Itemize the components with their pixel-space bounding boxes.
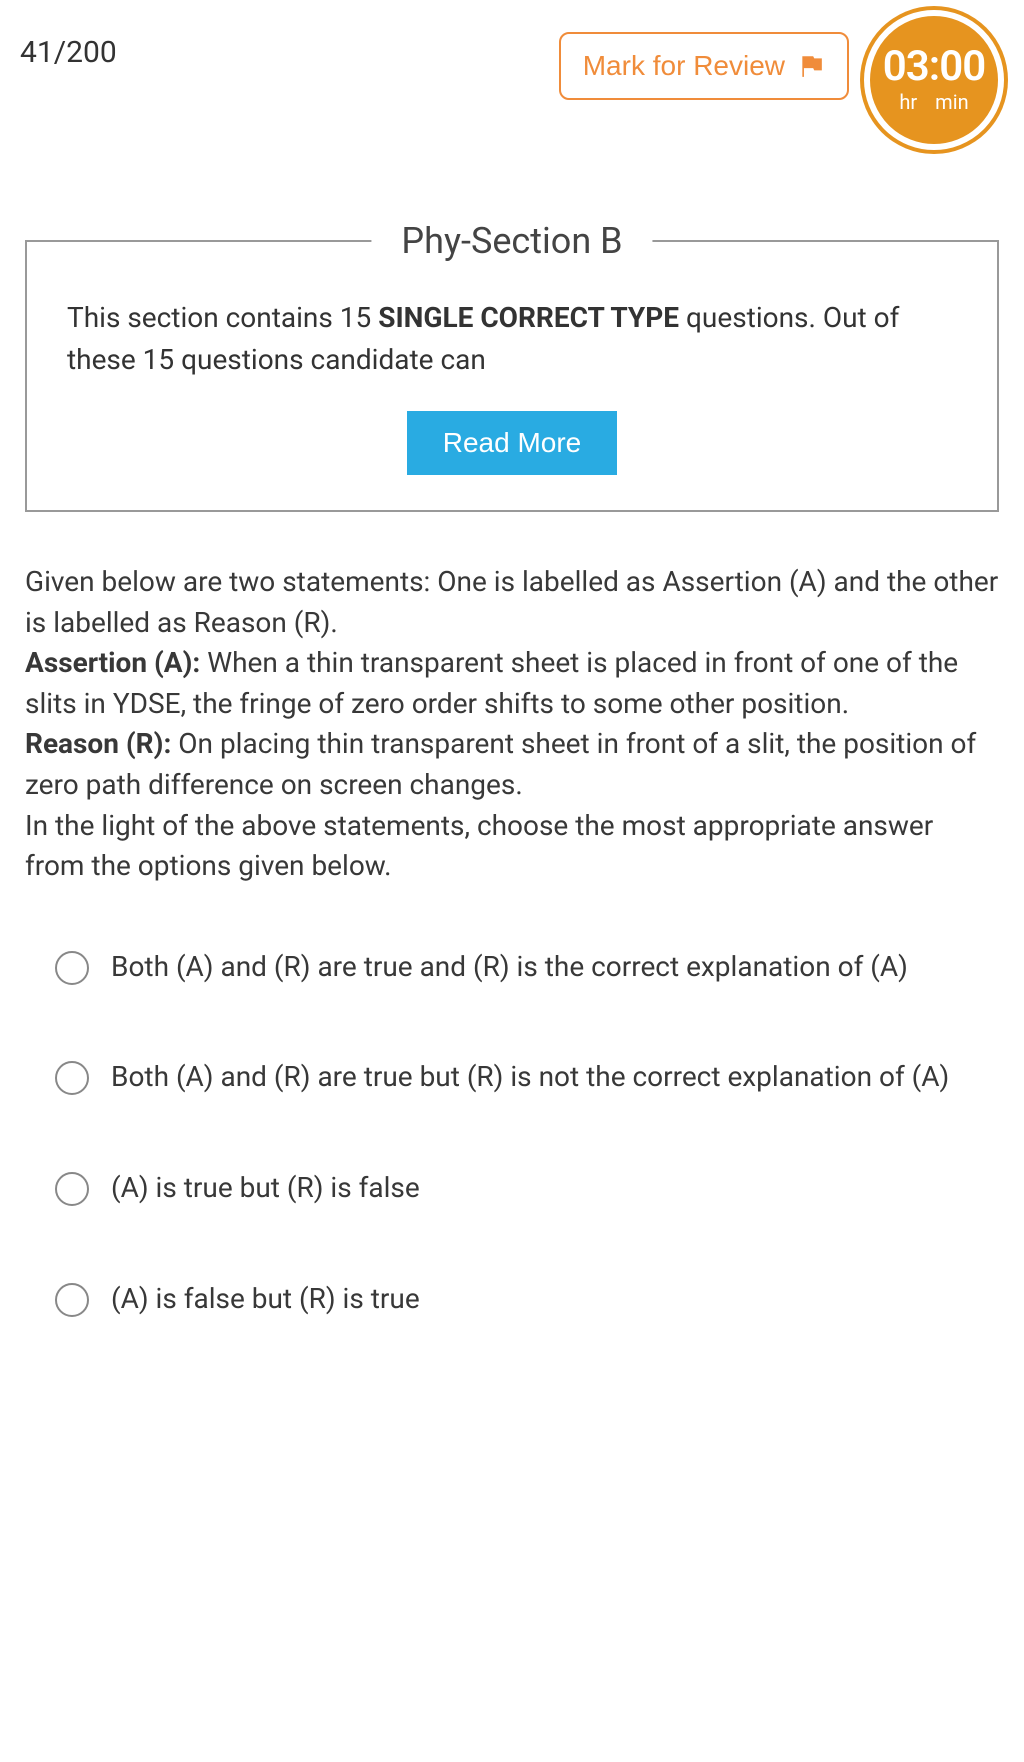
- timer-labels: hr min: [899, 90, 968, 114]
- option-row-3[interactable]: (A) is true but (R) is false: [25, 1168, 999, 1209]
- mark-review-label: Mark for Review: [583, 50, 785, 82]
- section-text-part1: This section contains 15: [67, 301, 378, 334]
- assertion-label: Assertion (A):: [25, 646, 200, 679]
- option-row-2[interactable]: Both (A) and (R) are true but (R) is not…: [25, 1057, 999, 1098]
- section-text-bold: SINGLE CORRECT TYPE: [378, 301, 679, 334]
- options-list: Both (A) and (R) are true and (R) is the…: [25, 947, 999, 1319]
- section-title: Phy-Section B: [371, 220, 652, 262]
- read-more-button[interactable]: Read More: [407, 411, 618, 475]
- question-intro: Given below are two statements: One is l…: [25, 565, 998, 639]
- option-text-2: Both (A) and (R) are true but (R) is not…: [111, 1057, 949, 1098]
- timer-time: 03:00: [883, 46, 985, 88]
- question-counter: 41/200: [20, 20, 117, 70]
- timer-hr-label: hr: [899, 90, 917, 114]
- flag-icon: [797, 53, 825, 79]
- option-row-1[interactable]: Both (A) and (R) are true and (R) is the…: [25, 947, 999, 988]
- radio-icon: [55, 1172, 89, 1206]
- option-text-1: Both (A) and (R) are true and (R) is the…: [111, 947, 908, 988]
- section-info-box: Phy-Section B This section contains 15 S…: [25, 240, 999, 512]
- radio-icon: [55, 951, 89, 985]
- radio-icon: [55, 1061, 89, 1095]
- radio-icon: [55, 1283, 89, 1317]
- option-row-4[interactable]: (A) is false but (R) is true: [25, 1279, 999, 1320]
- header-bar: 41/200 Mark for Review 03:00 hr min: [20, 20, 1004, 150]
- header-right-group: Mark for Review 03:00 hr min: [559, 20, 1004, 150]
- option-text-4: (A) is false but (R) is true: [111, 1279, 420, 1320]
- timer-min-label: min: [935, 90, 968, 114]
- question-closing: In the light of the above statements, ch…: [25, 809, 933, 883]
- mark-for-review-button[interactable]: Mark for Review: [559, 32, 849, 100]
- question-text-block: Given below are two statements: One is l…: [25, 562, 999, 887]
- option-text-3: (A) is true but (R) is false: [111, 1168, 420, 1209]
- section-description: This section contains 15 SINGLE CORRECT …: [67, 297, 957, 381]
- timer-display: 03:00 hr min: [864, 10, 1004, 150]
- reason-label: Reason (R):: [25, 727, 171, 760]
